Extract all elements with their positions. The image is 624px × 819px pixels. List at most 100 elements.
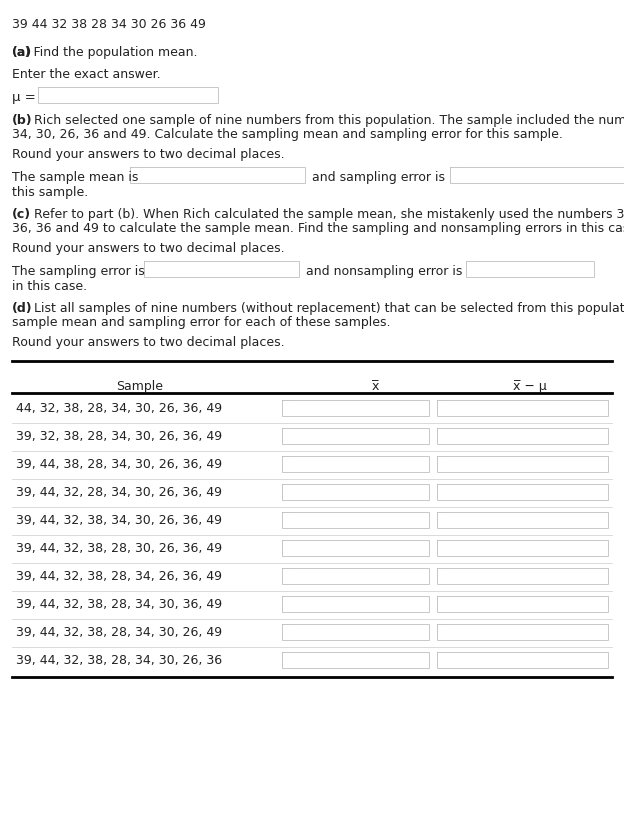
Text: 36, 36 and 49 to calculate the sample mean. Find the sampling and nonsampling er: 36, 36 and 49 to calculate the sample me… [12, 222, 624, 235]
FancyBboxPatch shape [437, 484, 455, 500]
FancyBboxPatch shape [437, 568, 455, 584]
FancyBboxPatch shape [437, 652, 455, 668]
FancyBboxPatch shape [282, 541, 300, 556]
Text: List all samples of nine numbers (without replacement) that can be selected from: List all samples of nine numbers (withou… [34, 301, 624, 314]
Text: i: i [444, 515, 448, 525]
FancyBboxPatch shape [282, 428, 300, 445]
Text: 39, 44, 32, 28, 34, 30, 26, 36, 49: 39, 44, 32, 28, 34, 30, 26, 36, 49 [16, 486, 222, 499]
Text: i: i [289, 459, 293, 469]
Text: 39, 44, 32, 38, 28, 34, 30, 36, 49: 39, 44, 32, 38, 28, 34, 30, 36, 49 [16, 597, 222, 610]
Text: Round your answers to two decimal places.: Round your answers to two decimal places… [12, 336, 285, 349]
FancyBboxPatch shape [466, 262, 594, 278]
Text: Enter the exact answer.: Enter the exact answer. [12, 68, 160, 81]
Text: i: i [289, 543, 293, 554]
FancyBboxPatch shape [282, 652, 429, 668]
FancyBboxPatch shape [450, 168, 624, 183]
FancyBboxPatch shape [437, 624, 608, 640]
FancyBboxPatch shape [437, 541, 608, 556]
Text: i: i [444, 655, 448, 665]
Text: Rich selected one sample of nine numbers from this population. The sample includ: Rich selected one sample of nine numbers… [34, 114, 624, 127]
FancyBboxPatch shape [437, 400, 455, 417]
Text: Round your answers to two decimal places.: Round your answers to two decimal places… [12, 242, 285, 255]
FancyBboxPatch shape [437, 652, 608, 668]
Text: Refer to part (b). When Rich calculated the sample mean, she mistakenly used the: Refer to part (b). When Rich calculated … [34, 208, 624, 221]
Text: (b): (b) [12, 114, 32, 127]
FancyBboxPatch shape [282, 513, 429, 528]
FancyBboxPatch shape [466, 262, 484, 278]
FancyBboxPatch shape [282, 596, 429, 613]
FancyBboxPatch shape [282, 484, 300, 500]
Text: (d): (d) [12, 301, 32, 314]
FancyBboxPatch shape [130, 168, 148, 183]
FancyBboxPatch shape [437, 568, 608, 584]
FancyBboxPatch shape [437, 456, 455, 473]
Text: i: i [444, 404, 448, 414]
Text: i: i [289, 655, 293, 665]
Text: 39, 32, 38, 28, 34, 30, 26, 36, 49: 39, 32, 38, 28, 34, 30, 26, 36, 49 [16, 429, 222, 442]
Text: i: i [45, 91, 49, 101]
FancyBboxPatch shape [437, 624, 455, 640]
FancyBboxPatch shape [282, 513, 300, 528]
FancyBboxPatch shape [282, 428, 429, 445]
Text: x̅: x̅ [371, 379, 379, 392]
FancyBboxPatch shape [282, 596, 300, 613]
FancyBboxPatch shape [282, 568, 300, 584]
FancyBboxPatch shape [437, 428, 608, 445]
FancyBboxPatch shape [130, 168, 305, 183]
FancyBboxPatch shape [282, 456, 300, 473]
Text: (a) Find the population mean.: (a) Find the population mean. [12, 46, 198, 59]
Text: Round your answers to two decimal places.: Round your answers to two decimal places… [12, 147, 285, 161]
Text: i: i [289, 404, 293, 414]
FancyBboxPatch shape [437, 428, 455, 445]
Text: i: i [444, 600, 448, 609]
FancyBboxPatch shape [282, 624, 429, 640]
FancyBboxPatch shape [282, 541, 429, 556]
FancyBboxPatch shape [437, 541, 455, 556]
Text: 34, 30, 26, 36 and 49. Calculate the sampling mean and sampling error for this s: 34, 30, 26, 36 and 49. Calculate the sam… [12, 128, 563, 141]
Text: i: i [444, 543, 448, 554]
Text: 39, 44, 32, 38, 28, 30, 26, 36, 49: 39, 44, 32, 38, 28, 30, 26, 36, 49 [16, 541, 222, 554]
FancyBboxPatch shape [450, 168, 468, 183]
Text: i: i [289, 572, 293, 581]
Text: i: i [289, 515, 293, 525]
Text: in this case.: in this case. [12, 279, 87, 292]
Text: (a): (a) [12, 46, 32, 59]
Text: i: i [444, 627, 448, 637]
Text: i: i [137, 171, 141, 181]
Text: i: i [473, 265, 477, 274]
FancyBboxPatch shape [437, 484, 608, 500]
Text: μ =: μ = [12, 91, 36, 104]
FancyBboxPatch shape [144, 262, 299, 278]
Text: The sampling error is: The sampling error is [12, 265, 145, 278]
Text: i: i [289, 600, 293, 609]
Text: x̅ − μ: x̅ − μ [513, 379, 547, 392]
Text: i: i [289, 432, 293, 441]
FancyBboxPatch shape [144, 262, 162, 278]
Text: 39, 44, 32, 38, 28, 34, 30, 26, 36: 39, 44, 32, 38, 28, 34, 30, 26, 36 [16, 654, 222, 666]
Text: i: i [289, 487, 293, 497]
FancyBboxPatch shape [282, 624, 300, 640]
Text: i: i [444, 432, 448, 441]
FancyBboxPatch shape [38, 88, 56, 104]
FancyBboxPatch shape [282, 456, 429, 473]
Text: i: i [444, 459, 448, 469]
Text: 39, 44, 32, 38, 28, 34, 26, 36, 49: 39, 44, 32, 38, 28, 34, 26, 36, 49 [16, 569, 222, 582]
FancyBboxPatch shape [437, 513, 608, 528]
FancyBboxPatch shape [437, 596, 455, 613]
Text: i: i [444, 487, 448, 497]
Text: and nonsampling error is: and nonsampling error is [306, 265, 462, 278]
FancyBboxPatch shape [282, 400, 429, 417]
Text: 39, 44, 38, 28, 34, 30, 26, 36, 49: 39, 44, 38, 28, 34, 30, 26, 36, 49 [16, 458, 222, 470]
FancyBboxPatch shape [437, 400, 608, 417]
Text: 44, 32, 38, 28, 34, 30, 26, 36, 49: 44, 32, 38, 28, 34, 30, 26, 36, 49 [16, 401, 222, 414]
FancyBboxPatch shape [437, 513, 455, 528]
Text: The sample mean is: The sample mean is [12, 171, 139, 183]
FancyBboxPatch shape [282, 484, 429, 500]
FancyBboxPatch shape [282, 400, 300, 417]
Text: this sample.: this sample. [12, 186, 88, 199]
Text: and sampling error is: and sampling error is [312, 171, 445, 183]
FancyBboxPatch shape [437, 596, 608, 613]
Text: Sample: Sample [117, 379, 163, 392]
Text: i: i [444, 572, 448, 581]
Text: 39, 44, 32, 38, 34, 30, 26, 36, 49: 39, 44, 32, 38, 34, 30, 26, 36, 49 [16, 514, 222, 527]
